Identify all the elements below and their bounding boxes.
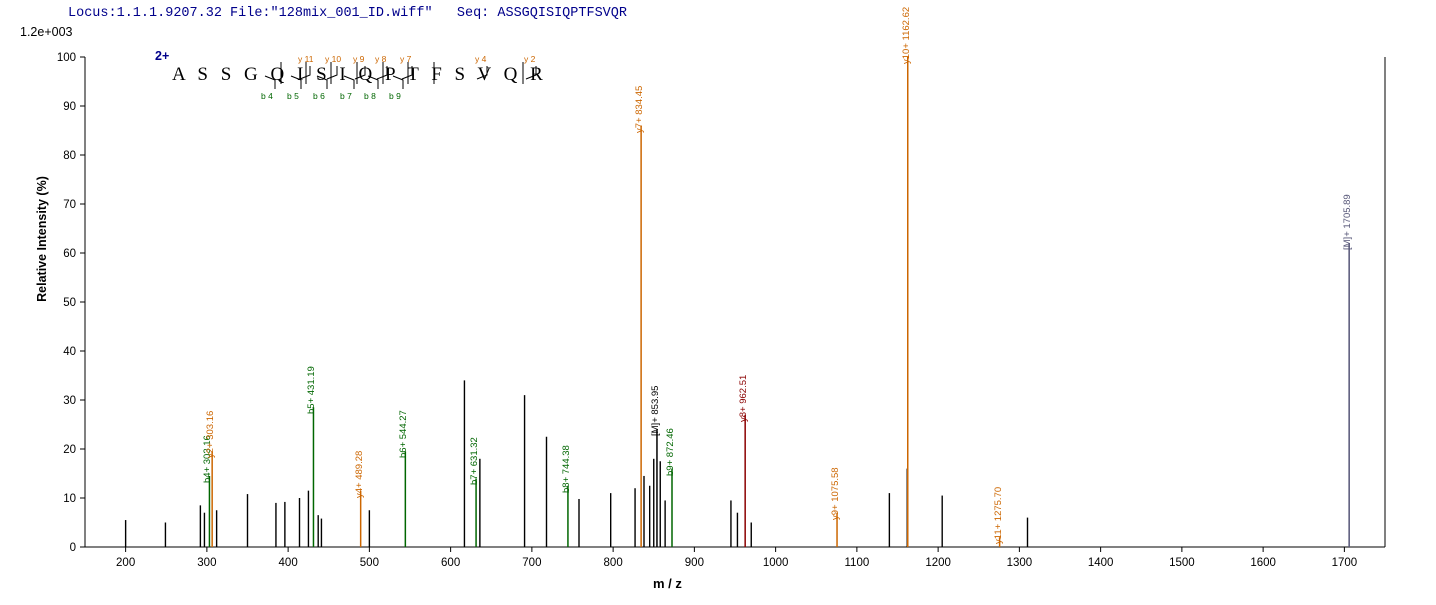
peak-label: b8+ 744.38 bbox=[560, 444, 572, 493]
svg-text:200: 200 bbox=[116, 557, 135, 569]
svg-text:80: 80 bbox=[63, 150, 76, 162]
svg-text:800: 800 bbox=[604, 557, 623, 569]
b-ion-tag: b 9 bbox=[389, 91, 401, 101]
peak-label: b5+ 431.19 bbox=[306, 366, 318, 415]
peak-label: y10+ 1162.62 bbox=[900, 6, 912, 64]
svg-text:1300: 1300 bbox=[1007, 557, 1033, 569]
b-ion-tag: b 8 bbox=[364, 91, 376, 101]
y-ion-tag: y 8 bbox=[375, 54, 387, 64]
peak-label: y9+ 1075.58 bbox=[830, 467, 842, 520]
spectrum-header: Locus:1.1.1.9207.32 File:"128mix_001_ID.… bbox=[68, 6, 627, 21]
svg-text:500: 500 bbox=[360, 557, 379, 569]
svg-text:1000: 1000 bbox=[763, 557, 789, 569]
peak-label: b6+ 544.27 bbox=[398, 410, 410, 459]
svg-text:900: 900 bbox=[685, 557, 704, 569]
svg-text:0: 0 bbox=[70, 542, 76, 554]
svg-text:700: 700 bbox=[522, 557, 541, 569]
peak-label: [M]+ 853.95 bbox=[649, 385, 661, 437]
svg-text:100: 100 bbox=[57, 52, 76, 64]
y-ion-tag: y 10 bbox=[325, 54, 342, 64]
svg-text:60: 60 bbox=[63, 248, 76, 260]
b-ion-tag: b 6 bbox=[313, 91, 325, 101]
peak-label: y7+ 834.45 bbox=[634, 85, 646, 133]
peak-label: y4+ 489.28 bbox=[353, 450, 365, 498]
svg-text:400: 400 bbox=[279, 557, 298, 569]
peak-label: [M]+ 1705.89 bbox=[1342, 194, 1354, 251]
peak-label: y8+ 962.51 bbox=[738, 374, 750, 422]
svg-text:20: 20 bbox=[63, 444, 76, 456]
svg-text:30: 30 bbox=[63, 395, 76, 407]
svg-text:40: 40 bbox=[63, 346, 76, 358]
svg-text:50: 50 bbox=[63, 297, 76, 309]
y-ion-tag: y 4 bbox=[475, 54, 487, 64]
y-ion-tag: y 9 bbox=[353, 54, 365, 64]
svg-text:1600: 1600 bbox=[1250, 557, 1276, 569]
b-ion-tag: b 4 bbox=[261, 91, 273, 101]
svg-text:300: 300 bbox=[197, 557, 216, 569]
intensity-scale-label: 1.2e+003 bbox=[20, 25, 73, 39]
svg-text:10: 10 bbox=[63, 493, 76, 505]
b-ion-tag: b 5 bbox=[287, 91, 299, 101]
peak-label: b9+ 872.46 bbox=[664, 427, 676, 476]
svg-text:1400: 1400 bbox=[1088, 557, 1114, 569]
svg-text:1700: 1700 bbox=[1332, 557, 1358, 569]
peak-label: y11+ 1275.70 bbox=[992, 487, 1004, 545]
peak-label: y2+ 303.16 bbox=[205, 411, 217, 459]
svg-text:1200: 1200 bbox=[925, 557, 951, 569]
peak-label: b7+ 631.32 bbox=[469, 437, 481, 486]
y-ion-tag: y 7 bbox=[400, 54, 412, 64]
x-axis-label: m / z bbox=[653, 576, 682, 591]
svg-text:1100: 1100 bbox=[845, 557, 870, 569]
b-ion-tag: b 7 bbox=[340, 91, 352, 101]
y-ion-tag: y 2 bbox=[524, 54, 536, 64]
svg-text:600: 600 bbox=[441, 557, 460, 569]
y-ion-tag: y 11 bbox=[298, 54, 314, 64]
svg-text:70: 70 bbox=[63, 199, 76, 211]
svg-text:90: 90 bbox=[63, 101, 76, 113]
svg-text:1500: 1500 bbox=[1169, 557, 1195, 569]
precursor-charge-label: 2+ bbox=[155, 49, 170, 63]
